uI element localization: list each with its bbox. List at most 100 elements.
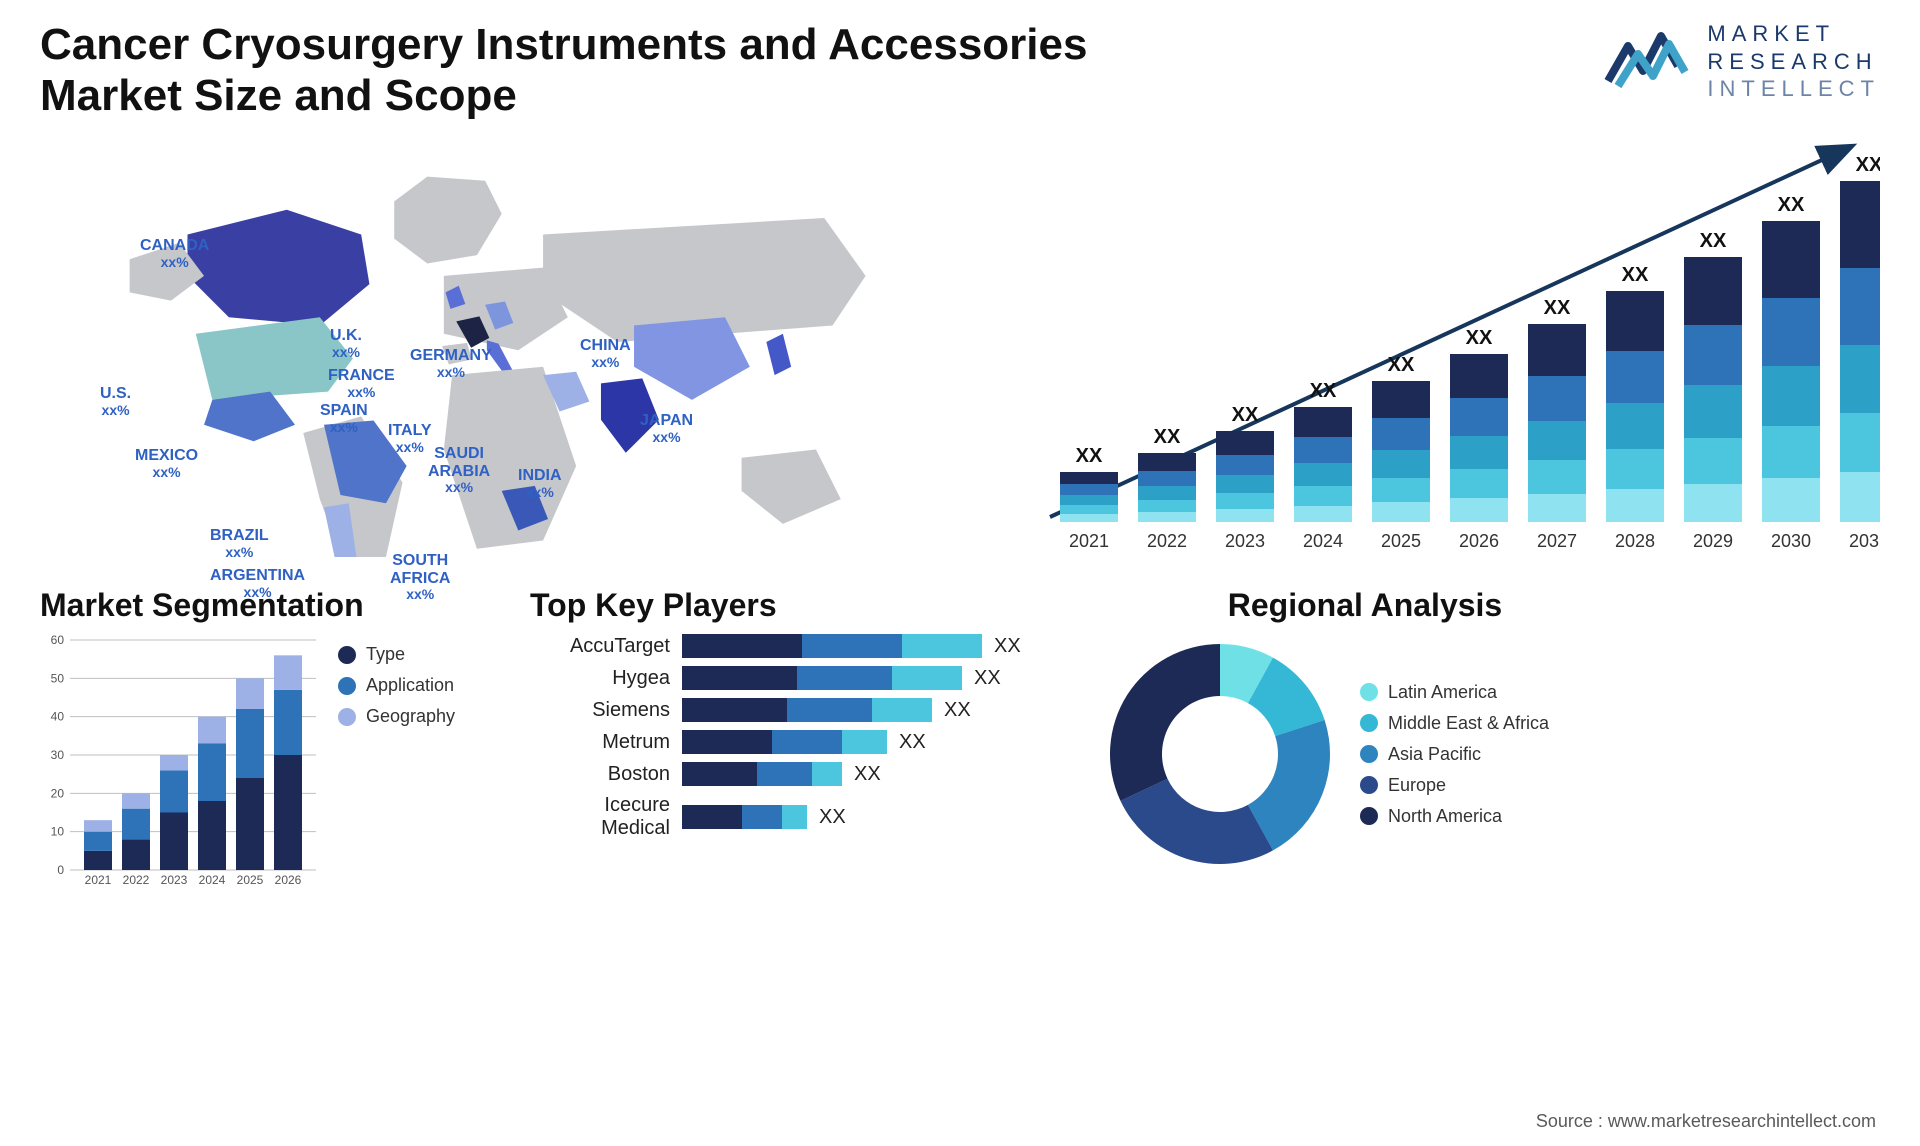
- forecast-bar: [1528, 494, 1586, 522]
- forecast-bar: [1840, 472, 1880, 522]
- forecast-bar: [1762, 426, 1820, 478]
- player-bar-seg: [902, 634, 982, 658]
- map-region-greenland: [394, 177, 502, 264]
- seg-bar: [236, 679, 264, 710]
- forecast-bar: [1060, 514, 1118, 522]
- forecast-bar: [1138, 453, 1196, 471]
- seg-bar: [198, 744, 226, 802]
- forecast-bar: [1606, 403, 1664, 449]
- forecast-bar: [1840, 181, 1880, 268]
- legend-label: Application: [366, 675, 454, 696]
- map-label-canada: CANADAxx%: [140, 237, 209, 270]
- player-value: XX: [819, 806, 846, 829]
- forecast-bar: [1528, 376, 1586, 421]
- donut-slice: [1110, 644, 1220, 801]
- map-label-u-s-: U.S.xx%: [100, 385, 131, 418]
- forecast-bar: [1294, 407, 1352, 437]
- legend-swatch: [1360, 776, 1378, 794]
- regional-donut: [1100, 634, 1340, 874]
- forecast-bar: [1372, 502, 1430, 522]
- seg-bar: [274, 656, 302, 691]
- forecast-bar: [1216, 431, 1274, 455]
- player-row: AccuTargetXX: [530, 634, 1080, 658]
- player-bar: [682, 666, 962, 690]
- seg-year: 2025: [237, 873, 264, 887]
- forecast-year: 2030: [1771, 531, 1811, 551]
- forecast-bar: [1840, 413, 1880, 472]
- legend-swatch: [1360, 745, 1378, 763]
- forecast-bar: [1138, 486, 1196, 500]
- forecast-value: XX: [1076, 445, 1103, 467]
- forecast-value: XX: [1622, 264, 1649, 286]
- seg-bar: [84, 851, 112, 870]
- seg-bar: [274, 690, 302, 755]
- forecast-bar: [1372, 381, 1430, 418]
- source-footer: Source : www.marketresearchintellect.com: [1536, 1111, 1876, 1132]
- seg-bar: [198, 801, 226, 870]
- map-label-south-africa: SOUTHAFRICAxx%: [390, 552, 450, 603]
- forecast-bar: [1450, 498, 1508, 522]
- logo-icon: [1603, 26, 1693, 96]
- player-bar-seg: [772, 730, 842, 754]
- forecast-bar: [1762, 366, 1820, 426]
- forecast-bar: [1684, 438, 1742, 484]
- forecast-value: XX: [1778, 194, 1805, 216]
- forecast-bar: [1528, 324, 1586, 376]
- logo-line2: RESEARCH: [1707, 48, 1880, 76]
- forecast-bar: [1684, 484, 1742, 522]
- forecast-year: 2022: [1147, 531, 1187, 551]
- forecast-bar: [1606, 291, 1664, 351]
- player-row: Icecure MedicalXX: [530, 794, 1080, 840]
- forecast-bar: [1138, 500, 1196, 512]
- forecast-year: 2028: [1615, 531, 1655, 551]
- map-label-mexico: MEXICOxx%: [135, 447, 198, 480]
- forecast-bar: [1762, 478, 1820, 522]
- map-label-brazil: BRAZILxx%: [210, 527, 269, 560]
- segmentation-chart: 0102030405060202120222023202420252026: [40, 634, 320, 894]
- legend-item: Latin America: [1360, 682, 1549, 703]
- map-label-china: CHINAxx%: [580, 337, 631, 370]
- player-bar-seg: [812, 762, 842, 786]
- logo-line1: MARKET: [1707, 20, 1880, 48]
- player-bar: [682, 805, 807, 829]
- forecast-bar: [1606, 351, 1664, 403]
- legend-label: North America: [1388, 806, 1502, 827]
- y-tick: 60: [51, 634, 65, 647]
- player-bar-seg: [802, 634, 902, 658]
- map-label-italy: ITALYxx%: [388, 422, 432, 455]
- donut-slice: [1120, 779, 1273, 864]
- forecast-year: 2024: [1303, 531, 1343, 551]
- player-bar-seg: [682, 762, 757, 786]
- seg-year: 2026: [275, 873, 302, 887]
- player-bar-seg: [682, 666, 797, 690]
- forecast-value: XX: [1700, 230, 1727, 252]
- regional-title: Regional Analysis: [1100, 587, 1630, 624]
- player-row: BostonXX: [530, 762, 1080, 786]
- forecast-bar: [1138, 471, 1196, 486]
- y-tick: 20: [51, 787, 65, 801]
- legend-swatch: [338, 708, 356, 726]
- forecast-bar: [1684, 325, 1742, 385]
- seg-bar: [160, 771, 188, 813]
- forecast-bar: [1684, 385, 1742, 438]
- forecast-year: 2021: [1069, 531, 1109, 551]
- forecast-bar: [1372, 418, 1430, 450]
- player-value: XX: [899, 731, 926, 754]
- y-tick: 0: [57, 863, 64, 877]
- player-bar-seg: [782, 805, 807, 829]
- player-value: XX: [974, 667, 1001, 690]
- forecast-bar: [1060, 495, 1118, 505]
- player-name: Metrum: [530, 731, 682, 754]
- forecast-bar: [1060, 472, 1118, 484]
- legend-swatch: [1360, 807, 1378, 825]
- forecast-year: 2023: [1225, 531, 1265, 551]
- legend-swatch: [1360, 683, 1378, 701]
- brand-logo: MARKET RESEARCH INTELLECT: [1603, 20, 1880, 103]
- map-region-australia: [742, 450, 841, 524]
- player-bar-seg: [682, 698, 787, 722]
- legend-item: Europe: [1360, 775, 1549, 796]
- seg-bar: [160, 755, 188, 770]
- forecast-year: 2029: [1693, 531, 1733, 551]
- legend-label: Europe: [1388, 775, 1446, 796]
- map-label-japan: JAPANxx%: [640, 412, 693, 445]
